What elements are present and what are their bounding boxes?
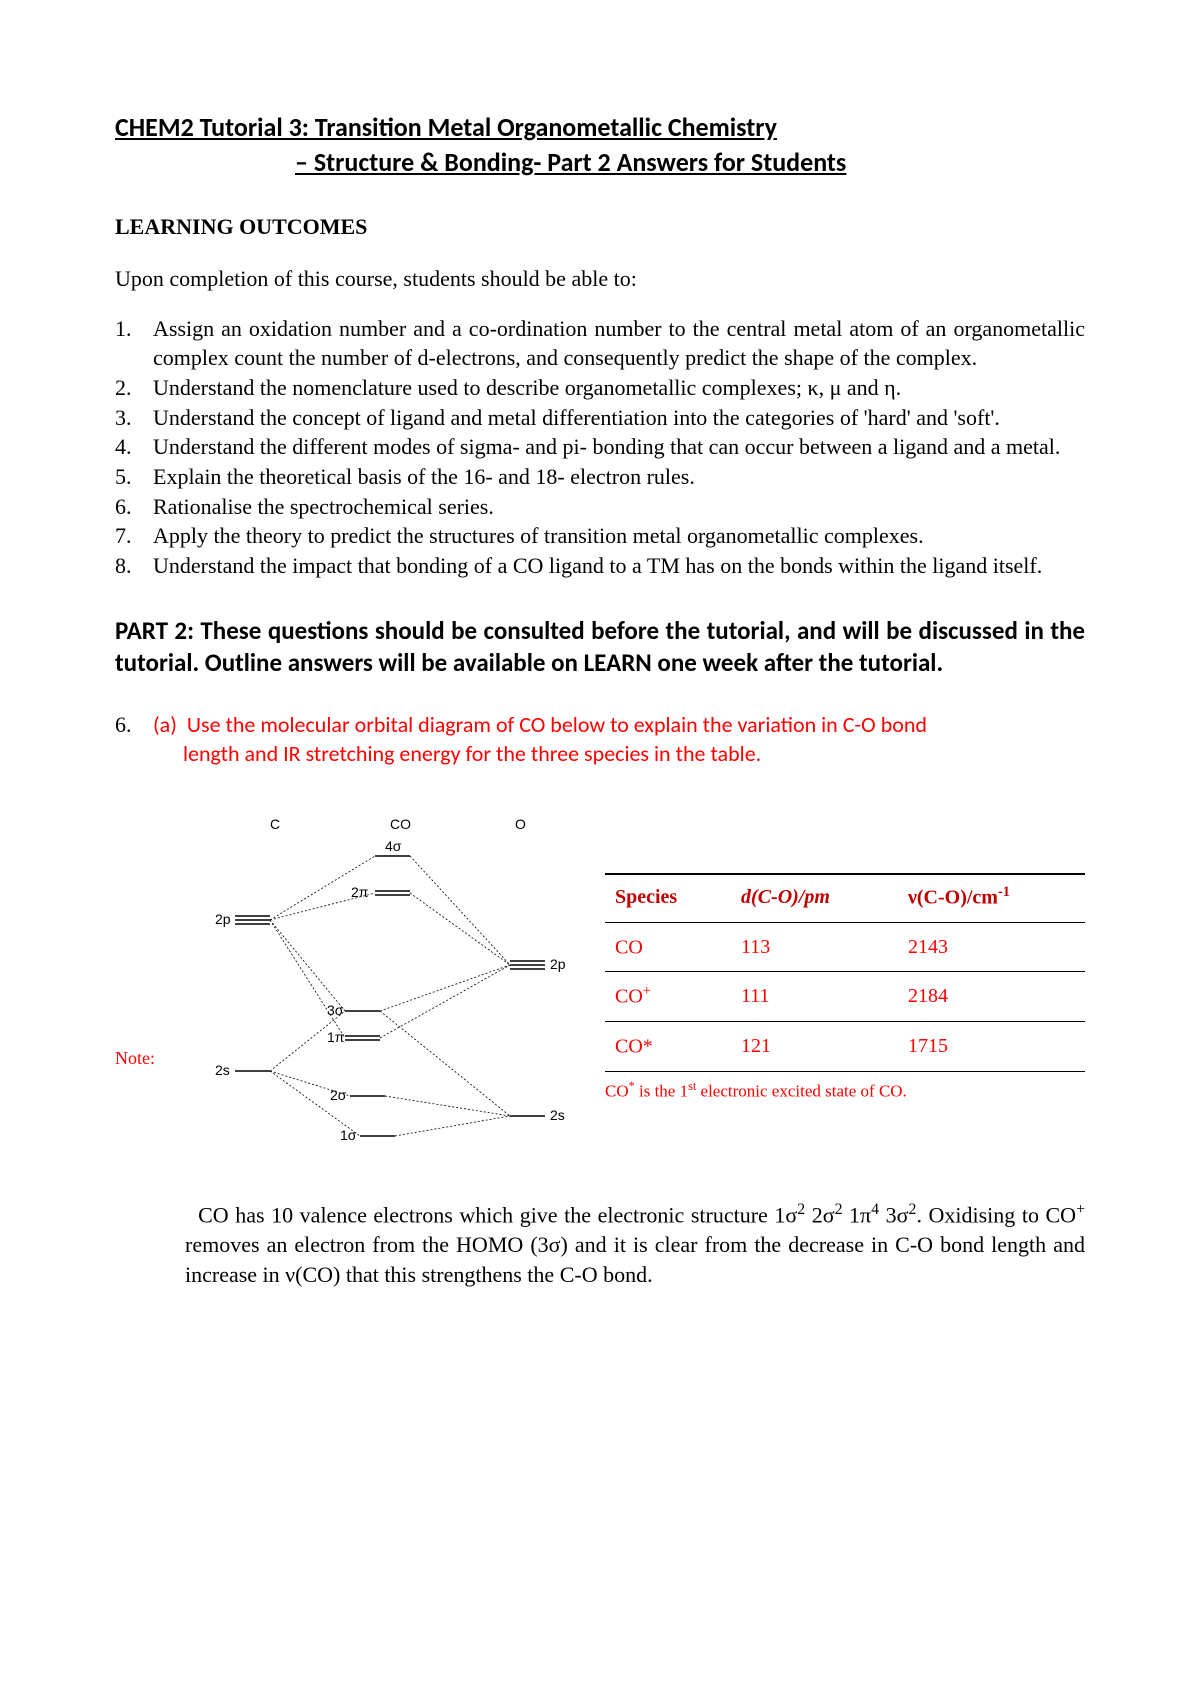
outcome-text: Understand the nomenclature used to desc… bbox=[153, 373, 1085, 403]
outcome-item: 4.Understand the different modes of sigm… bbox=[115, 432, 1085, 462]
cell-species: CO+ bbox=[605, 972, 731, 1022]
answer-text: CO has 10 valence electrons which give t… bbox=[185, 1199, 1085, 1289]
title-line-1: CHEM2 Tutorial 3: Transition Metal Organ… bbox=[115, 110, 1085, 145]
outcome-item: 8.Understand the impact that bonding of … bbox=[115, 551, 1085, 581]
table-row: CO+ 111 2184 bbox=[605, 972, 1085, 1022]
mo-label-4sigma: 4σ bbox=[385, 838, 402, 854]
intro-text: Upon completion of this course, students… bbox=[115, 264, 1085, 294]
mo-label-3sigma: 3σ bbox=[327, 1002, 344, 1018]
mo-diagram: C CO O 2p 2s 2p 2s 4σ 2π 3σ 1π 2σ bbox=[215, 811, 575, 1151]
outcome-text: Rationalise the spectrochemical series. bbox=[153, 492, 1085, 522]
outcome-item: 7.Apply the theory to predict the struct… bbox=[115, 521, 1085, 551]
outcome-item: 6.Rationalise the spectrochemical series… bbox=[115, 492, 1085, 522]
outcome-text: Apply the theory to predict the structur… bbox=[153, 521, 1085, 551]
part2-heading: PART 2: These questions should be consul… bbox=[115, 615, 1085, 680]
cell-d: 111 bbox=[731, 972, 898, 1022]
cell-v: 2143 bbox=[898, 922, 1085, 972]
title-line-2: – Structure & Bonding- Part 2 Answers fo… bbox=[295, 145, 1085, 180]
figure-row: Note: C CO O 2p 2s 2p 2s 4σ 2π 3σ 1π bbox=[115, 811, 1085, 1151]
mo-label-2p: 2p bbox=[215, 911, 231, 927]
outcome-text: Assign an oxidation number and a co-ordi… bbox=[153, 314, 1085, 373]
outcome-item: 3.Understand the concept of ligand and m… bbox=[115, 403, 1085, 433]
cell-d: 121 bbox=[731, 1022, 898, 1072]
document-title: CHEM2 Tutorial 3: Transition Metal Organ… bbox=[115, 110, 1085, 180]
outcome-item: 1.Assign an oxidation number and a co-or… bbox=[115, 314, 1085, 373]
mo-label-2pi: 2π bbox=[351, 884, 369, 900]
question-number: 6. bbox=[115, 710, 153, 769]
cell-d: 113 bbox=[731, 922, 898, 972]
species-table: Species d(C-O)/pm ν(C-O)/cm-1 CO 113 214… bbox=[605, 873, 1085, 1072]
mo-label-2sigma: 2σ bbox=[330, 1087, 347, 1103]
cell-species: CO* bbox=[605, 1022, 731, 1072]
mo-label-1pi: 1π bbox=[327, 1029, 345, 1045]
outcome-text: Explain the theoretical basis of the 16-… bbox=[153, 462, 1085, 492]
mo-label-c: C bbox=[270, 816, 280, 832]
outcome-text: Understand the different modes of sigma-… bbox=[153, 432, 1085, 462]
question-6a-text: (a) Use the molecular orbital diagram of… bbox=[153, 710, 1085, 769]
col-species: Species bbox=[605, 874, 731, 922]
outcome-text: Understand the impact that bonding of a … bbox=[153, 551, 1085, 581]
mo-label-2p-o: 2p bbox=[550, 956, 566, 972]
mo-label-2s-o: 2s bbox=[550, 1107, 565, 1123]
learning-outcomes-heading: LEARNING OUTCOMES bbox=[115, 212, 1085, 242]
outcome-item: 2.Understand the nomenclature used to de… bbox=[115, 373, 1085, 403]
mo-label-co: CO bbox=[390, 816, 411, 832]
question-6: 6. (a) Use the molecular orbital diagram… bbox=[115, 710, 1085, 769]
cell-v: 2184 bbox=[898, 972, 1085, 1022]
outcomes-list: 1.Assign an oxidation number and a co-or… bbox=[115, 314, 1085, 581]
col-distance: d(C-O)/pm bbox=[731, 874, 898, 922]
table-row: CO 113 2143 bbox=[605, 922, 1085, 972]
col-wavenumber: ν(C-O)/cm-1 bbox=[898, 874, 1085, 922]
table-row: CO* 121 1715 bbox=[605, 1022, 1085, 1072]
species-table-wrap: Species d(C-O)/pm ν(C-O)/cm-1 CO 113 214… bbox=[605, 811, 1085, 1151]
mo-label-2s: 2s bbox=[215, 1062, 230, 1078]
mo-label-o: O bbox=[515, 816, 526, 832]
outcome-item: 5.Explain the theoretical basis of the 1… bbox=[115, 462, 1085, 492]
note-label: Note: bbox=[115, 811, 185, 1151]
mo-label-1sigma: 1σ bbox=[340, 1127, 357, 1143]
table-footnote: CO* is the 1st electronic excited state … bbox=[605, 1078, 1085, 1104]
cell-v: 1715 bbox=[898, 1022, 1085, 1072]
outcome-text: Understand the concept of ligand and met… bbox=[153, 403, 1085, 433]
cell-species: CO bbox=[605, 922, 731, 972]
